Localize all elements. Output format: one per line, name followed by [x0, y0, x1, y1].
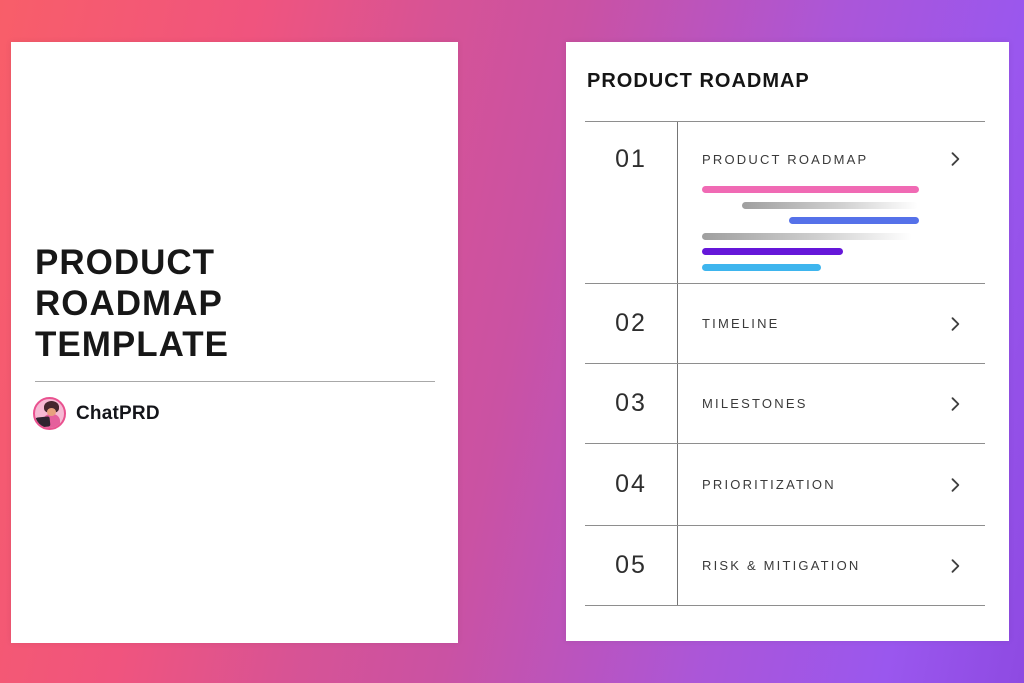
chevron-right-icon[interactable] — [945, 475, 965, 495]
row-label: RISK & MITIGATION — [702, 558, 861, 573]
gantt-bar — [702, 186, 919, 193]
toc-card: PRODUCT ROADMAP 01 PRODUCT ROADMAP 02 — [566, 42, 1009, 641]
cover-title-line: ROADMAP — [35, 284, 223, 323]
brand-name: ChatPRD — [76, 402, 160, 424]
row-number: 02 — [615, 309, 647, 337]
row-number: 03 — [615, 389, 647, 417]
chatprd-logo-icon — [33, 397, 66, 430]
chevron-right-icon[interactable] — [945, 149, 965, 169]
chevron-right-icon[interactable] — [945, 556, 965, 576]
toc-row-risk-mitigation[interactable]: 05 RISK & MITIGATION — [585, 526, 985, 606]
row-label: PRIORITIZATION — [702, 477, 836, 492]
row-number: 01 — [615, 145, 647, 173]
gantt-bar — [702, 248, 843, 255]
gantt-bar — [702, 263, 821, 271]
gantt-chart — [702, 186, 919, 279]
cover-title-line: PRODUCT — [35, 243, 216, 282]
gantt-bar — [789, 217, 919, 224]
divider-line — [35, 381, 435, 382]
gantt-bar — [702, 232, 912, 240]
toc-row-product-roadmap[interactable]: 01 PRODUCT ROADMAP — [585, 122, 985, 284]
cover-title: PRODUCT ROADMAP TEMPLATE — [35, 242, 229, 365]
row-label: TIMELINE — [702, 316, 780, 331]
cover-card: PRODUCT ROADMAP TEMPLATE ChatPRD — [11, 42, 458, 643]
toc-row-milestones[interactable]: 03 MILESTONES — [585, 364, 985, 444]
row-number: 04 — [615, 470, 647, 498]
row-number: 05 — [615, 551, 647, 579]
toc-table: 01 PRODUCT ROADMAP 02 TIMELINE — [585, 121, 985, 606]
chevron-right-icon[interactable] — [945, 314, 965, 334]
gantt-bar — [742, 201, 918, 209]
toc-row-prioritization[interactable]: 04 PRIORITIZATION — [585, 444, 985, 526]
brand-row: ChatPRD — [33, 397, 160, 430]
cover-title-line: TEMPLATE — [35, 325, 230, 364]
row-label: PRODUCT ROADMAP — [702, 151, 869, 167]
toc-row-timeline[interactable]: 02 TIMELINE — [585, 284, 985, 364]
toc-header: PRODUCT ROADMAP — [587, 70, 810, 92]
row-label: MILESTONES — [702, 396, 808, 411]
chevron-right-icon[interactable] — [945, 394, 965, 414]
